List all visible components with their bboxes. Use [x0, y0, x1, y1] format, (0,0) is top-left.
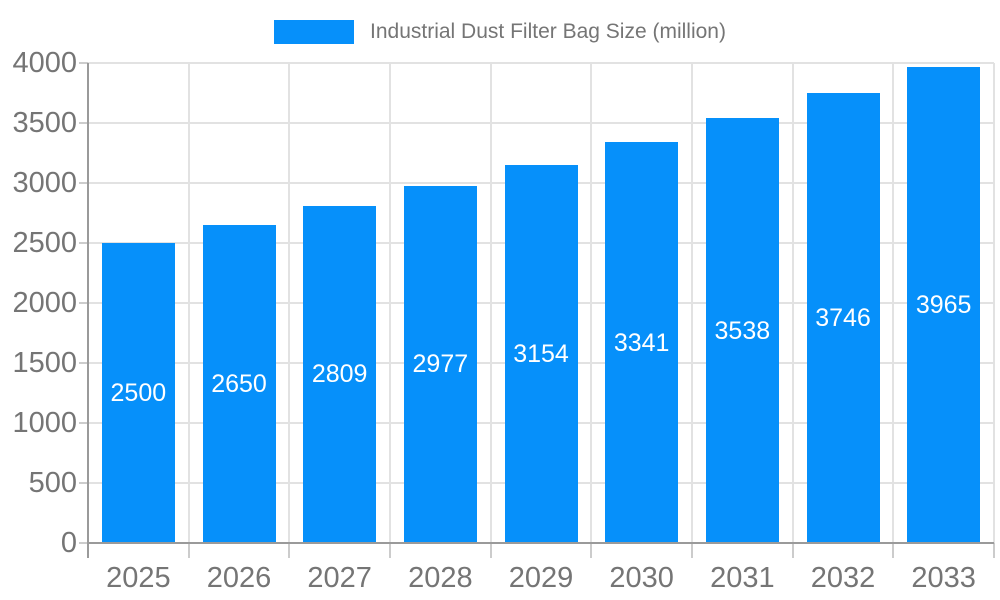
- bar[interactable]: [806, 93, 880, 543]
- x-axis-label: 2028: [408, 562, 473, 594]
- y-axis-label: 3500: [12, 107, 77, 139]
- gridline-vertical: [590, 63, 593, 543]
- gridline-vertical: [993, 63, 995, 543]
- x-axis-tick: [993, 543, 995, 558]
- y-axis-label: 2500: [12, 227, 77, 259]
- x-axis-tick: [187, 543, 190, 558]
- x-axis-tick: [590, 543, 593, 558]
- gridline-vertical: [892, 63, 895, 543]
- x-axis-tick: [489, 543, 492, 558]
- x-axis-label: 2025: [106, 562, 171, 594]
- y-axis-tick: [79, 62, 88, 64]
- legend-swatch: [274, 20, 355, 44]
- bar[interactable]: [907, 67, 981, 543]
- y-axis-label: 500: [28, 467, 77, 499]
- bar[interactable]: [101, 243, 175, 543]
- gridline-vertical: [691, 63, 693, 543]
- x-axis-tick: [892, 543, 895, 558]
- bar[interactable]: [605, 142, 679, 543]
- x-axis-label: 2031: [710, 562, 775, 594]
- y-axis-label: 1000: [12, 407, 77, 439]
- x-axis-label: 2027: [307, 562, 372, 594]
- gridline-vertical: [187, 63, 190, 543]
- x-axis-label: 2033: [911, 562, 976, 594]
- gridline-horizontal: [88, 62, 994, 64]
- x-axis-tick: [389, 543, 391, 558]
- y-axis-line: [87, 63, 89, 558]
- x-axis-label: 2026: [206, 562, 272, 594]
- x-axis-baseline: [88, 542, 994, 544]
- y-axis-label: 4000: [12, 47, 77, 79]
- y-axis-tick: [79, 242, 88, 244]
- y-axis-label: 0: [60, 527, 77, 559]
- y-axis-tick: [79, 302, 88, 304]
- x-axis-tick: [691, 543, 693, 558]
- x-axis-label: 2029: [508, 562, 574, 594]
- bar[interactable]: [403, 185, 477, 543]
- y-axis-label: 3000: [12, 167, 77, 199]
- y-axis-tick: [79, 182, 88, 184]
- legend-label: Industrial Dust Filter Bag Size (million…: [370, 20, 726, 43]
- y-axis-label: 2000: [12, 287, 77, 319]
- x-axis-tick: [288, 543, 291, 558]
- y-axis-tick: [79, 482, 88, 484]
- y-axis-tick: [79, 422, 88, 424]
- bar[interactable]: [705, 118, 779, 543]
- gridline-vertical: [489, 63, 492, 543]
- x-axis-tick: [791, 543, 794, 558]
- bar[interactable]: [303, 205, 377, 543]
- gridline-vertical: [288, 63, 291, 543]
- y-axis-tick: [79, 362, 88, 364]
- legend[interactable]: Industrial Dust Filter Bag Size (million…: [0, 17, 1000, 47]
- y-axis-tick: [79, 122, 88, 124]
- bar[interactable]: [504, 164, 578, 543]
- gridline-vertical: [791, 63, 794, 543]
- x-axis-label: 2032: [810, 562, 876, 594]
- y-axis-label: 1500: [12, 347, 77, 379]
- bar[interactable]: [202, 225, 276, 543]
- y-axis-tick: [79, 542, 88, 544]
- gridline-horizontal: [88, 122, 994, 124]
- gridline-vertical: [389, 63, 391, 543]
- x-axis-label: 2030: [609, 562, 674, 594]
